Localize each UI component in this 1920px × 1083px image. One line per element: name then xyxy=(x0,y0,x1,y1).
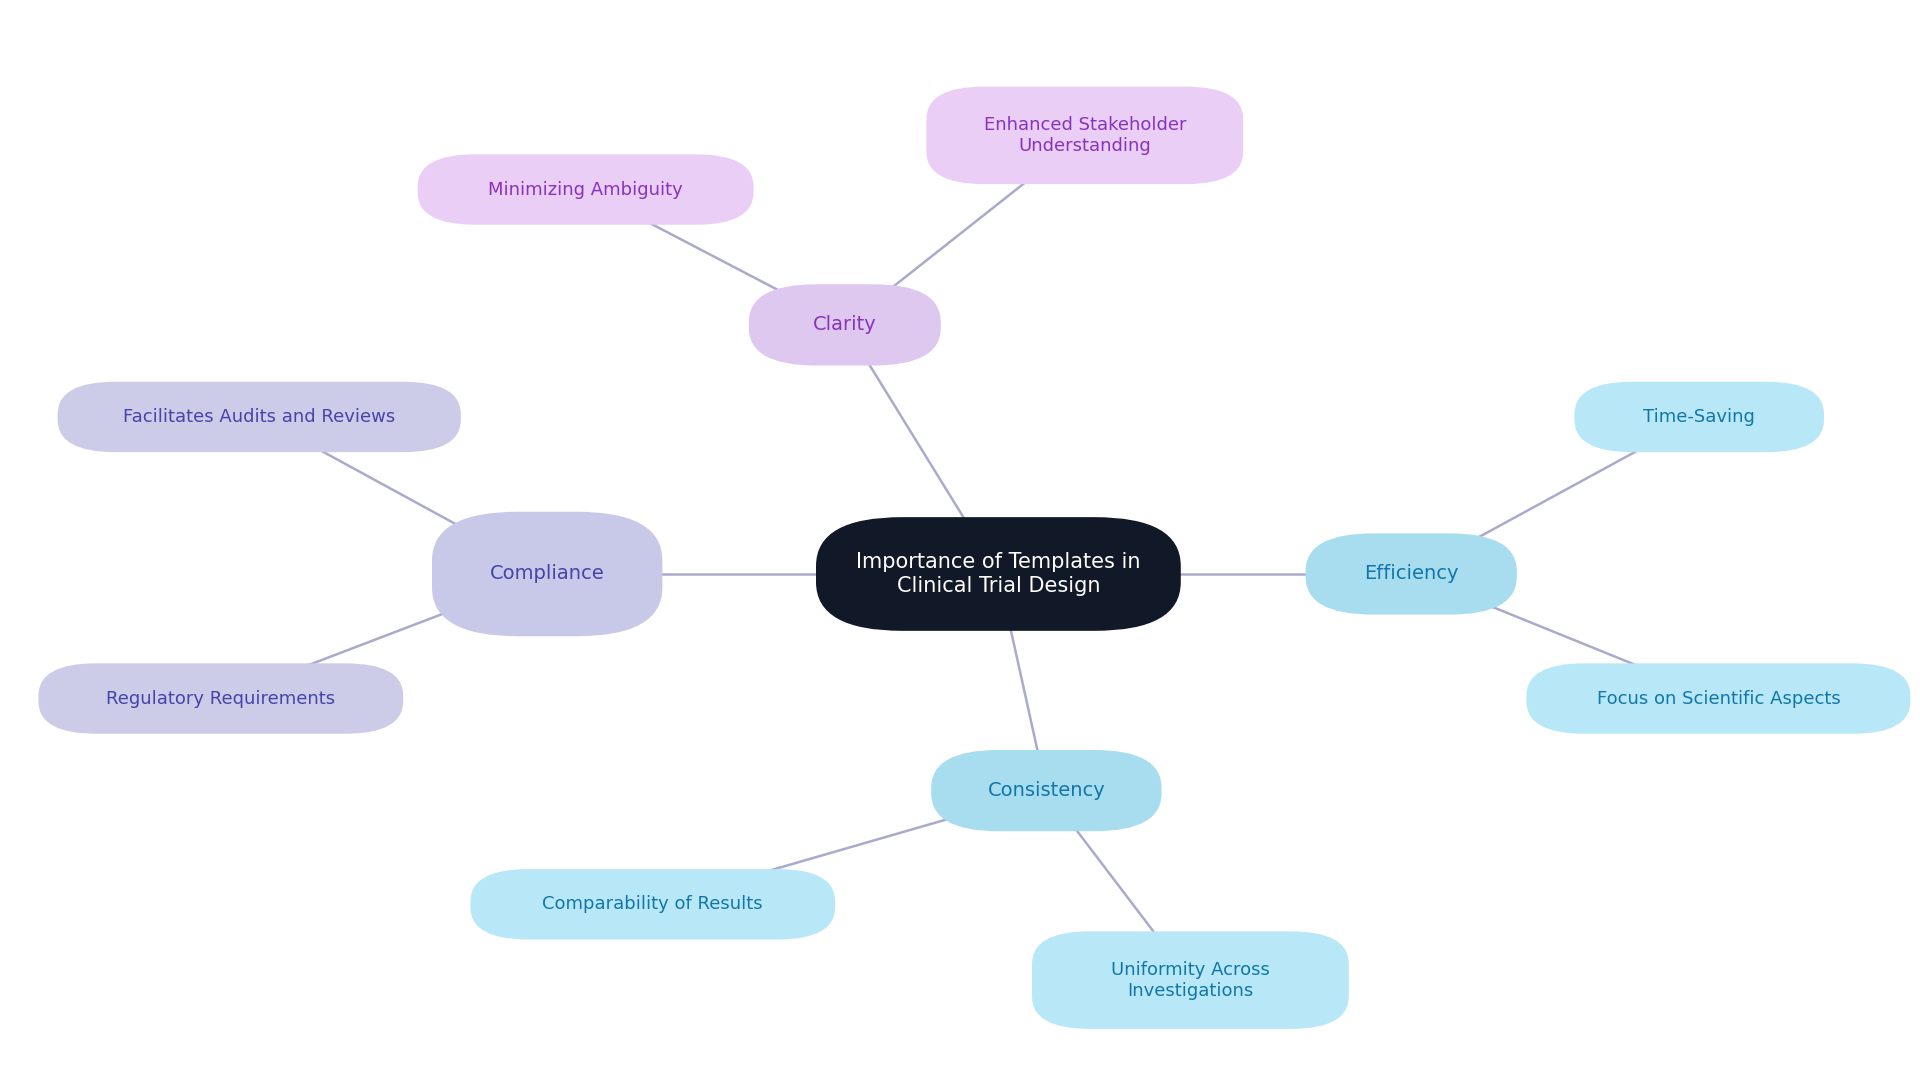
FancyBboxPatch shape xyxy=(749,285,941,366)
Text: Compliance: Compliance xyxy=(490,564,605,584)
Text: Comparability of Results: Comparability of Results xyxy=(543,896,762,913)
Text: Minimizing Ambiguity: Minimizing Ambiguity xyxy=(488,181,684,198)
FancyBboxPatch shape xyxy=(1033,931,1348,1029)
FancyBboxPatch shape xyxy=(58,382,461,453)
Text: Time-Saving: Time-Saving xyxy=(1644,408,1755,426)
Text: Focus on Scientific Aspects: Focus on Scientific Aspects xyxy=(1597,690,1839,707)
Text: Regulatory Requirements: Regulatory Requirements xyxy=(106,690,336,707)
Text: Enhanced Stakeholder
Understanding: Enhanced Stakeholder Understanding xyxy=(983,116,1187,155)
FancyBboxPatch shape xyxy=(419,155,753,225)
FancyBboxPatch shape xyxy=(1574,382,1824,453)
Text: Consistency: Consistency xyxy=(987,781,1106,800)
FancyBboxPatch shape xyxy=(1306,534,1517,615)
FancyBboxPatch shape xyxy=(925,87,1242,184)
FancyBboxPatch shape xyxy=(1526,663,1910,734)
FancyBboxPatch shape xyxy=(816,518,1181,630)
Text: Clarity: Clarity xyxy=(812,315,877,335)
FancyBboxPatch shape xyxy=(931,749,1162,832)
FancyBboxPatch shape xyxy=(470,869,835,939)
Text: Importance of Templates in
Clinical Trial Design: Importance of Templates in Clinical Tria… xyxy=(856,552,1140,596)
FancyBboxPatch shape xyxy=(432,512,662,637)
Text: Uniformity Across
Investigations: Uniformity Across Investigations xyxy=(1112,961,1269,1000)
FancyBboxPatch shape xyxy=(38,663,403,734)
Text: Efficiency: Efficiency xyxy=(1363,564,1459,584)
Text: Facilitates Audits and Reviews: Facilitates Audits and Reviews xyxy=(123,408,396,426)
